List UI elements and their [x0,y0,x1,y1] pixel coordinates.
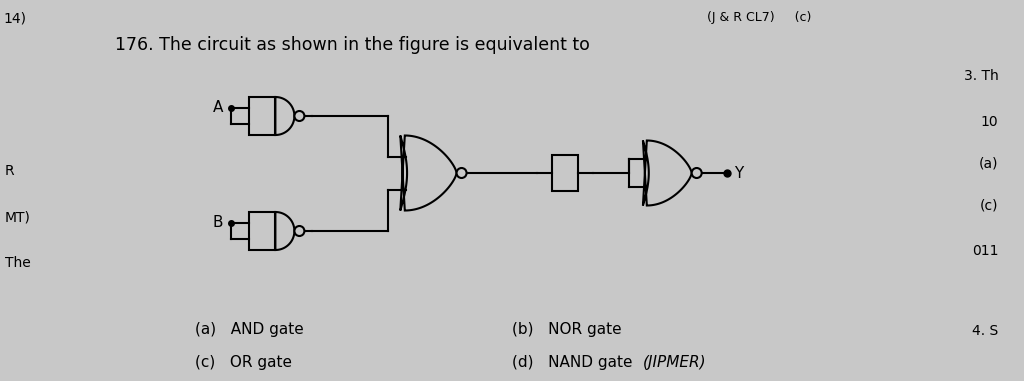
Text: 3. Th: 3. Th [964,69,998,83]
Text: MT): MT) [5,210,31,224]
Polygon shape [552,155,578,191]
Polygon shape [250,97,275,135]
Text: (b)   NOR gate: (b) NOR gate [512,322,622,337]
Text: (a)   AND gate: (a) AND gate [195,322,303,337]
Text: Y: Y [733,165,743,181]
Text: (JIPMER): (JIPMER) [643,355,707,370]
Text: 4. S: 4. S [972,325,998,338]
Text: 10: 10 [981,115,998,129]
Text: 176. The circuit as shown in the figure is equivalent to: 176. The circuit as shown in the figure … [115,36,590,54]
Polygon shape [275,212,294,250]
Text: B: B [213,215,223,230]
Text: 011: 011 [972,245,998,258]
Polygon shape [643,141,691,205]
Text: A: A [213,100,223,115]
Text: (c)   OR gate: (c) OR gate [195,355,292,370]
Text: 14): 14) [3,11,26,26]
Text: (a): (a) [979,157,998,171]
Text: (c): (c) [980,199,998,213]
Circle shape [691,168,701,178]
Circle shape [457,168,467,178]
Circle shape [295,111,304,121]
Polygon shape [400,136,457,210]
Circle shape [295,226,304,236]
Text: The: The [5,256,31,270]
Polygon shape [250,212,275,250]
Text: R: R [5,165,14,178]
Text: (d)   NAND gate: (d) NAND gate [512,355,637,370]
Text: (J & R CL7)     (c): (J & R CL7) (c) [707,11,811,24]
Polygon shape [275,97,294,135]
